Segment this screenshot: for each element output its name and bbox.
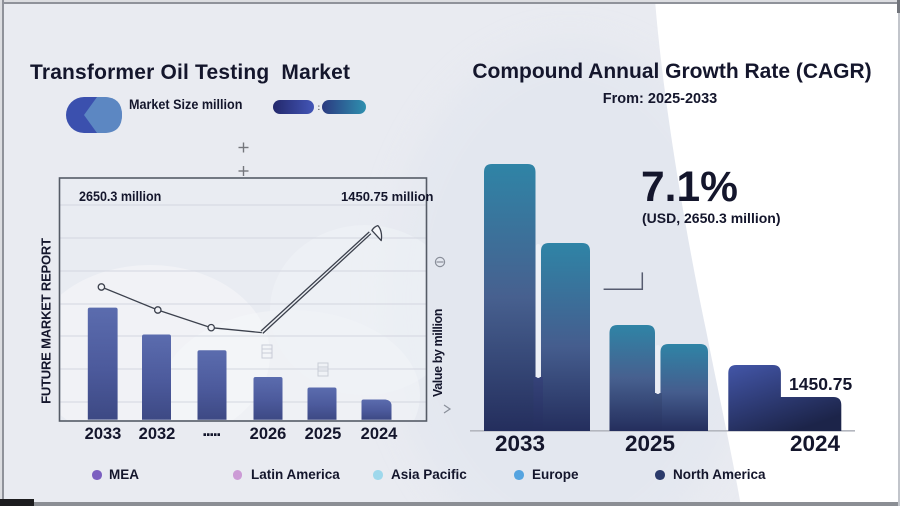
svg-text::: : — [318, 103, 321, 112]
